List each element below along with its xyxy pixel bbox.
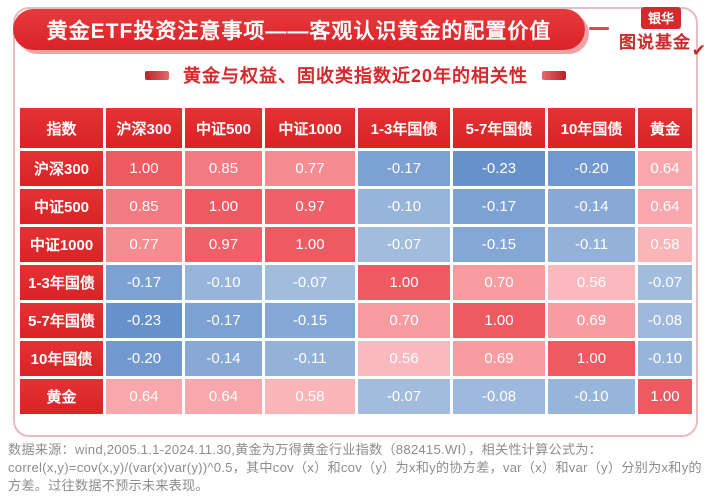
- brand-badge: 银华: [640, 7, 681, 29]
- matrix-cell: -0.11: [548, 227, 635, 262]
- matrix-cell: 0.85: [106, 189, 182, 224]
- matrix-cell: 1.00: [185, 189, 262, 224]
- chart-subtitle: 黄金与权益、固收类指数近20年的相关性: [182, 66, 529, 86]
- row-header: 黄金: [20, 379, 103, 414]
- brand-name-text: 图说基金: [619, 33, 691, 52]
- matrix-cell: -0.07: [358, 227, 450, 262]
- matrix-cell: -0.14: [548, 189, 635, 224]
- matrix-cell: 0.77: [106, 227, 182, 262]
- matrix-cell: 0.58: [265, 379, 355, 414]
- matrix-cell: -0.08: [638, 303, 692, 338]
- matrix-cell: 0.56: [548, 265, 635, 300]
- brand-logo: 银华 图说基金 ✔: [607, 7, 706, 60]
- row-header: 中证500: [20, 189, 103, 224]
- matrix-cell: 1.00: [453, 303, 545, 338]
- column-header: 沪深300: [106, 108, 182, 148]
- column-header: 10年国债: [548, 108, 635, 148]
- matrix-cell: 0.69: [453, 341, 545, 376]
- matrix-cell: 0.56: [358, 341, 450, 376]
- page-title: 黄金ETF投资注意事项——客观认识黄金的配置价值: [46, 19, 552, 43]
- matrix-cell: 1.00: [265, 227, 355, 262]
- matrix-cell: 1.00: [638, 379, 692, 414]
- column-header: 黄金: [638, 108, 692, 148]
- column-header: 5-7年国债: [453, 108, 545, 148]
- row-header: 沪深300: [20, 151, 103, 186]
- matrix-cell: 0.97: [265, 189, 355, 224]
- matrix-cell: -0.17: [453, 189, 545, 224]
- matrix-cell: -0.23: [453, 151, 545, 186]
- title-banner: 黄金ETF投资注意事项——客观认识黄金的配置价值: [13, 9, 585, 50]
- checkmark-icon: ✔: [691, 41, 707, 60]
- matrix-cell: -0.15: [453, 227, 545, 262]
- matrix-cell: 1.00: [358, 265, 450, 300]
- matrix-cell: 0.64: [185, 379, 262, 414]
- column-header: 中证1000: [265, 108, 355, 148]
- correlation-matrix: 指数 沪深300 中证500 中证1000 1-3年国债 5-7年国债 10年国债 黄金 沪深3…: [20, 108, 692, 414]
- matrix-cell: -0.08: [453, 379, 545, 414]
- matrix-cell: 0.64: [106, 379, 182, 414]
- matrix-cell: 0.69: [548, 303, 635, 338]
- matrix-cell: -0.14: [185, 341, 262, 376]
- matrix-corner-label: 指数: [20, 108, 103, 148]
- matrix-cell: 0.97: [185, 227, 262, 262]
- column-header: 中证500: [185, 108, 262, 148]
- row-header: 中证1000: [20, 227, 103, 262]
- matrix-cell: -0.23: [106, 303, 182, 338]
- matrix-cell: -0.10: [638, 341, 692, 376]
- matrix-cell: -0.15: [265, 303, 355, 338]
- matrix-cell: 0.64: [638, 151, 692, 186]
- matrix-cell: -0.17: [185, 303, 262, 338]
- matrix-cell: -0.17: [106, 265, 182, 300]
- row-header: 1-3年国债: [20, 265, 103, 300]
- matrix-cell: -0.10: [358, 189, 450, 224]
- matrix-cell: -0.11: [265, 341, 355, 376]
- data-source-note: 数据来源：wind,2005.1.1-2024.11.30,黄金为万得黄金行业指…: [8, 442, 702, 494]
- banner-connector-line: [589, 27, 609, 30]
- matrix-cell: -0.20: [106, 341, 182, 376]
- matrix-cell: -0.20: [548, 151, 635, 186]
- matrix-cell: 0.85: [185, 151, 262, 186]
- row-header: 10年国债: [20, 341, 103, 376]
- matrix-cell: 0.58: [638, 227, 692, 262]
- subtitle-marker-left-icon: [144, 70, 169, 80]
- matrix-cell: 0.77: [265, 151, 355, 186]
- brand-name: 图说基金 ✔: [607, 28, 706, 60]
- matrix-cell: -0.10: [185, 265, 262, 300]
- matrix-cell: 0.64: [638, 189, 692, 224]
- subtitle-row: 黄金与权益、固收类指数近20年的相关性: [13, 62, 698, 88]
- matrix-cell: -0.07: [265, 265, 355, 300]
- matrix-cell: -0.07: [358, 379, 450, 414]
- matrix-cell: -0.17: [358, 151, 450, 186]
- matrix-cell: 0.70: [358, 303, 450, 338]
- matrix-cell: -0.07: [638, 265, 692, 300]
- matrix-cell: 0.70: [453, 265, 545, 300]
- subtitle-marker-right-icon: [542, 70, 567, 80]
- column-header: 1-3年国债: [358, 108, 450, 148]
- matrix-cell: 1.00: [548, 341, 635, 376]
- matrix-cell: 1.00: [106, 151, 182, 186]
- matrix-cell: -0.10: [548, 379, 635, 414]
- row-header: 5-7年国债: [20, 303, 103, 338]
